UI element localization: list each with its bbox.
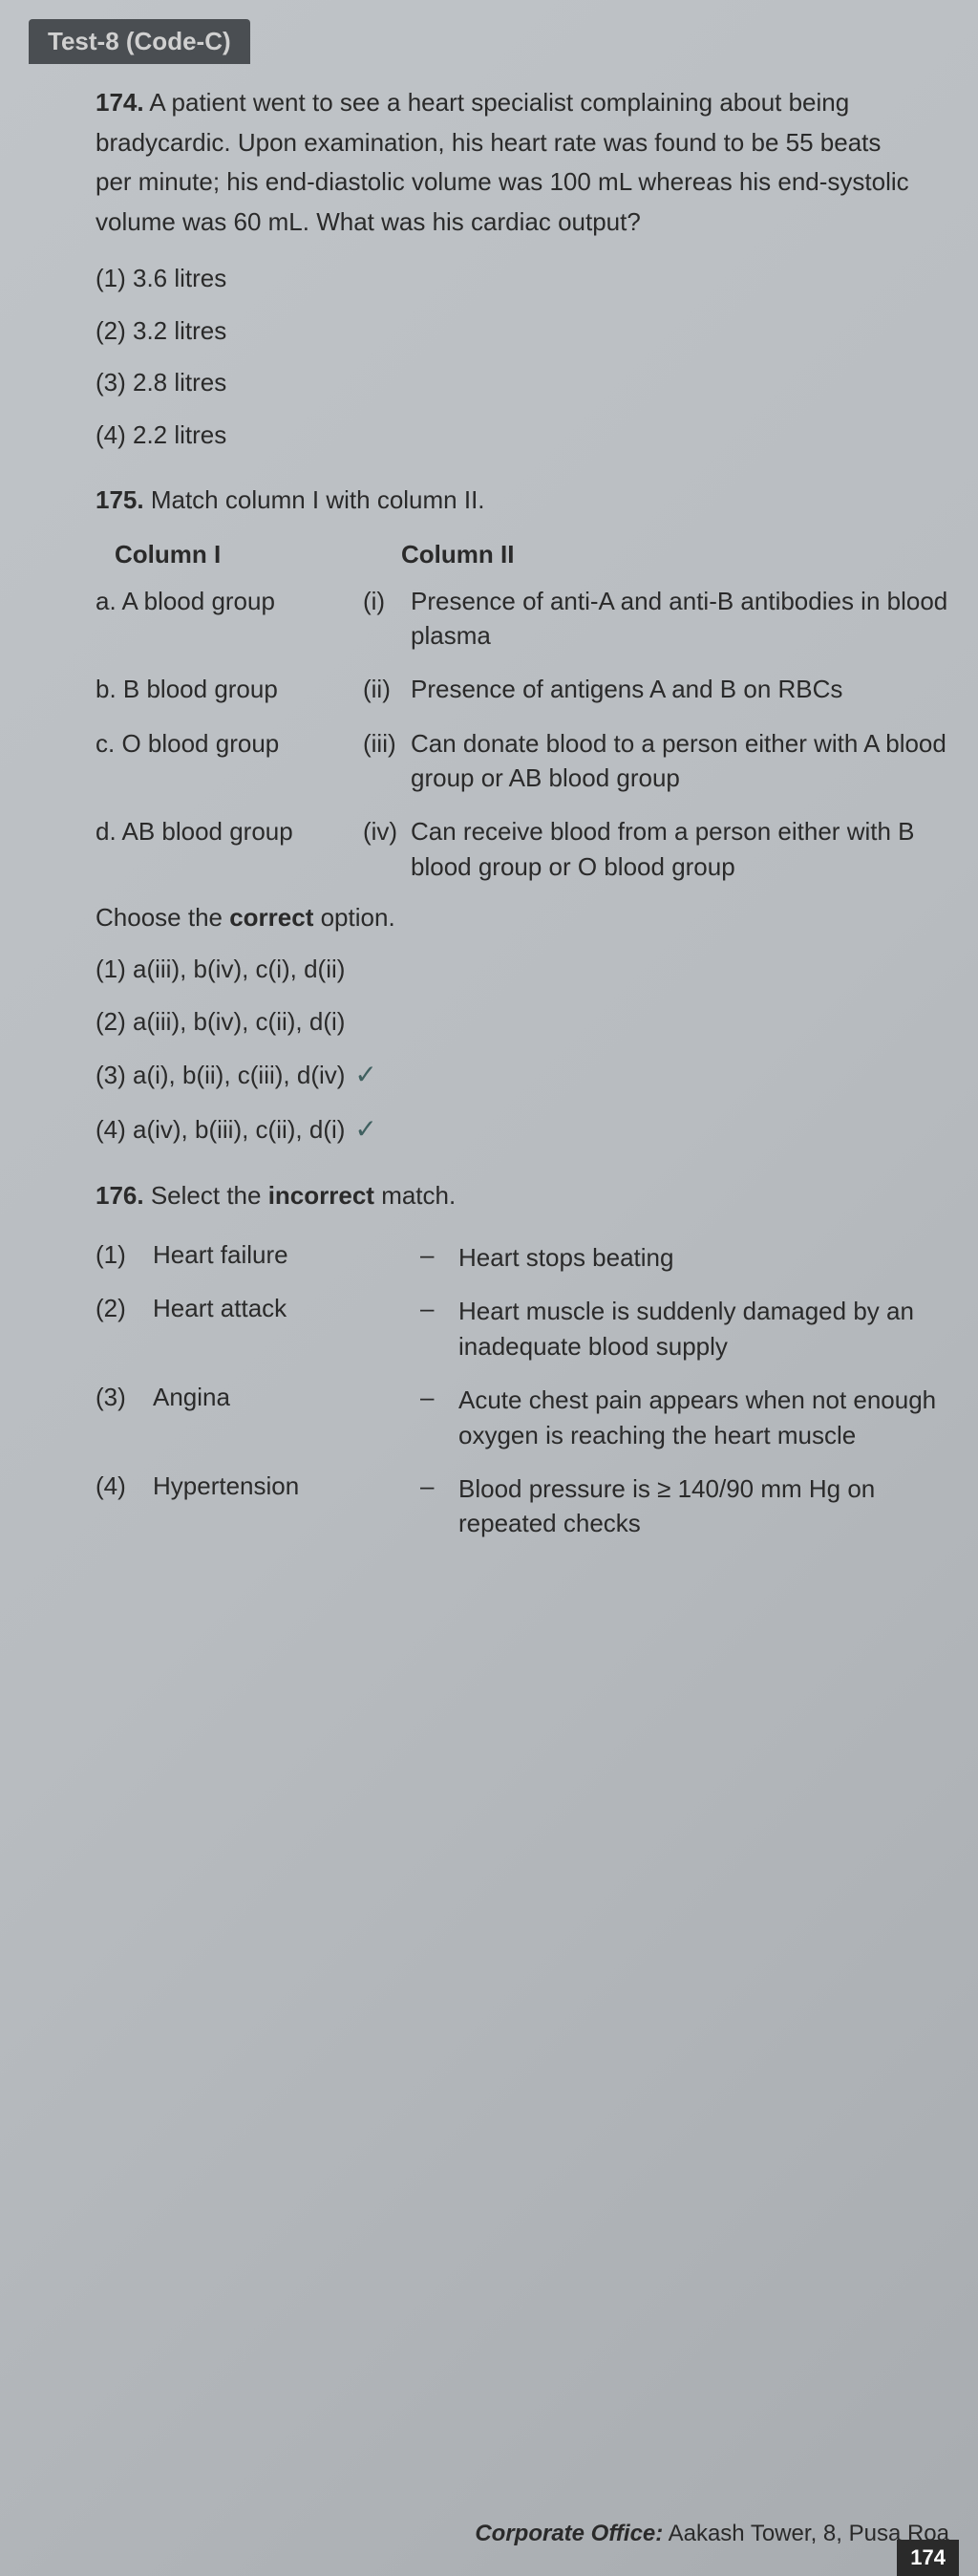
q175-a-num: (i) xyxy=(363,584,411,654)
q175-options: (1) a(iii), b(iv), c(i), d(ii) (2) a(iii… xyxy=(48,952,949,1148)
q176-option-1: (1) Heart failure – Heart stops beating xyxy=(48,1240,949,1275)
q176-o1-num: (1) xyxy=(96,1240,153,1275)
choose-bold: correct xyxy=(229,903,313,932)
q174-number: 174. xyxy=(96,88,144,117)
q176-o4-right: Blood pressure is ≥ 140/90 mm Hg on repe… xyxy=(458,1471,949,1541)
q175-number: 175. xyxy=(96,485,144,514)
q175-a-right: Presence of anti-A and anti-B antibodies… xyxy=(411,584,949,654)
q175-c-left: c. O blood group xyxy=(96,726,363,796)
q175-b-left: b. B blood group xyxy=(96,672,363,706)
q175-text: Match column I with column II. xyxy=(151,485,485,514)
question-174: 174. A patient went to see a heart speci… xyxy=(29,83,949,452)
q175-d-num: (iv) xyxy=(363,814,411,884)
q174-option-2: (2) 3.2 litres xyxy=(96,313,949,348)
q175-b-right: Presence of antigens A and B on RBCs xyxy=(411,672,949,706)
q176-option-2: (2) Heart attack – Heart muscle is sudde… xyxy=(48,1294,949,1363)
col-2-header: Column II xyxy=(401,540,949,569)
q174-options: (1) 3.6 litres (2) 3.2 litres (3) 2.8 li… xyxy=(48,261,949,452)
choose-post: option. xyxy=(313,903,394,932)
q176-number: 176. xyxy=(96,1181,144,1210)
question-176: 176. Select the incorrect match. (1) Hea… xyxy=(29,1176,949,1540)
q176-o3-left: Angina xyxy=(153,1383,420,1452)
q176-o3-right: Acute chest pain appears when not enough… xyxy=(458,1383,949,1452)
q176-o2-dash: – xyxy=(420,1294,458,1363)
footer: Corporate Office: Aakash Tower, 8, Pusa … xyxy=(475,2521,949,2547)
q176-o1-right: Heart stops beating xyxy=(458,1240,949,1275)
q175-option-1: (1) a(iii), b(iv), c(i), d(ii) xyxy=(96,952,949,986)
q175-row-d: d. AB blood group (iv) Can receive blood… xyxy=(48,814,949,884)
q174-option-1: (1) 3.6 litres xyxy=(96,261,949,295)
q176-option-4: (4) Hypertension – Blood pressure is ≥ 1… xyxy=(48,1471,949,1541)
choose-pre: Choose the xyxy=(96,903,229,932)
q175-c-num: (iii) xyxy=(363,726,411,796)
q175-option-3: (3) a(i), b(ii), c(iii), d(iv)✓ xyxy=(96,1056,949,1093)
col-1-header: Column I xyxy=(115,540,401,569)
question-175: 175. Match column I with column II. Colu… xyxy=(29,481,949,1148)
footer-bold: Corporate Office: xyxy=(475,2521,663,2546)
q176-o3-dash: – xyxy=(420,1383,458,1452)
q175-choose: Choose the correct option. xyxy=(48,903,949,933)
q176-o2-left: Heart attack xyxy=(153,1294,420,1363)
q176-o2-num: (2) xyxy=(96,1294,153,1363)
q175-row-c: c. O blood group (iii) Can donate blood … xyxy=(48,726,949,796)
q176-o4-dash: – xyxy=(420,1471,458,1541)
q176-o4-num: (4) xyxy=(96,1471,153,1541)
q175-option-4: (4) a(iv), b(iii), c(ii), d(i)✓ xyxy=(96,1110,949,1148)
q174-option-4: (4) 2.2 litres xyxy=(96,418,949,452)
q176-o3-num: (3) xyxy=(96,1383,153,1452)
page-badge: 174 xyxy=(897,2540,959,2576)
q174-option-3: (3) 2.8 litres xyxy=(96,365,949,399)
q176-text: Select the incorrect match. xyxy=(151,1181,456,1210)
q176-o4-left: Hypertension xyxy=(153,1471,420,1541)
q175-row-a: a. A blood group (i) Presence of anti-A … xyxy=(48,584,949,654)
checkmark-icon: ✓ xyxy=(354,1114,376,1144)
q175-c-right: Can donate blood to a person either with… xyxy=(411,726,949,796)
q176-option-3: (3) Angina – Acute chest pain appears wh… xyxy=(48,1383,949,1452)
q175-d-left: d. AB blood group xyxy=(96,814,363,884)
q175-a-left: a. A blood group xyxy=(96,584,363,654)
q175-d-right: Can receive blood from a person either w… xyxy=(411,814,949,884)
q175-row-b: b. B blood group (ii) Presence of antige… xyxy=(48,672,949,706)
q176-o1-left: Heart failure xyxy=(153,1240,420,1275)
checkmark-icon: ✓ xyxy=(354,1060,376,1089)
q175-column-headers: Column I Column II xyxy=(48,540,949,569)
q175-option-2: (2) a(iii), b(iv), c(ii), d(i) xyxy=(96,1004,949,1039)
q176-o1-dash: – xyxy=(420,1240,458,1275)
test-header: Test-8 (Code-C) xyxy=(29,19,250,64)
q175-b-num: (ii) xyxy=(363,672,411,706)
q176-o2-right: Heart muscle is suddenly damaged by an i… xyxy=(458,1294,949,1363)
q174-text: A patient went to see a heart specialist… xyxy=(96,88,909,236)
